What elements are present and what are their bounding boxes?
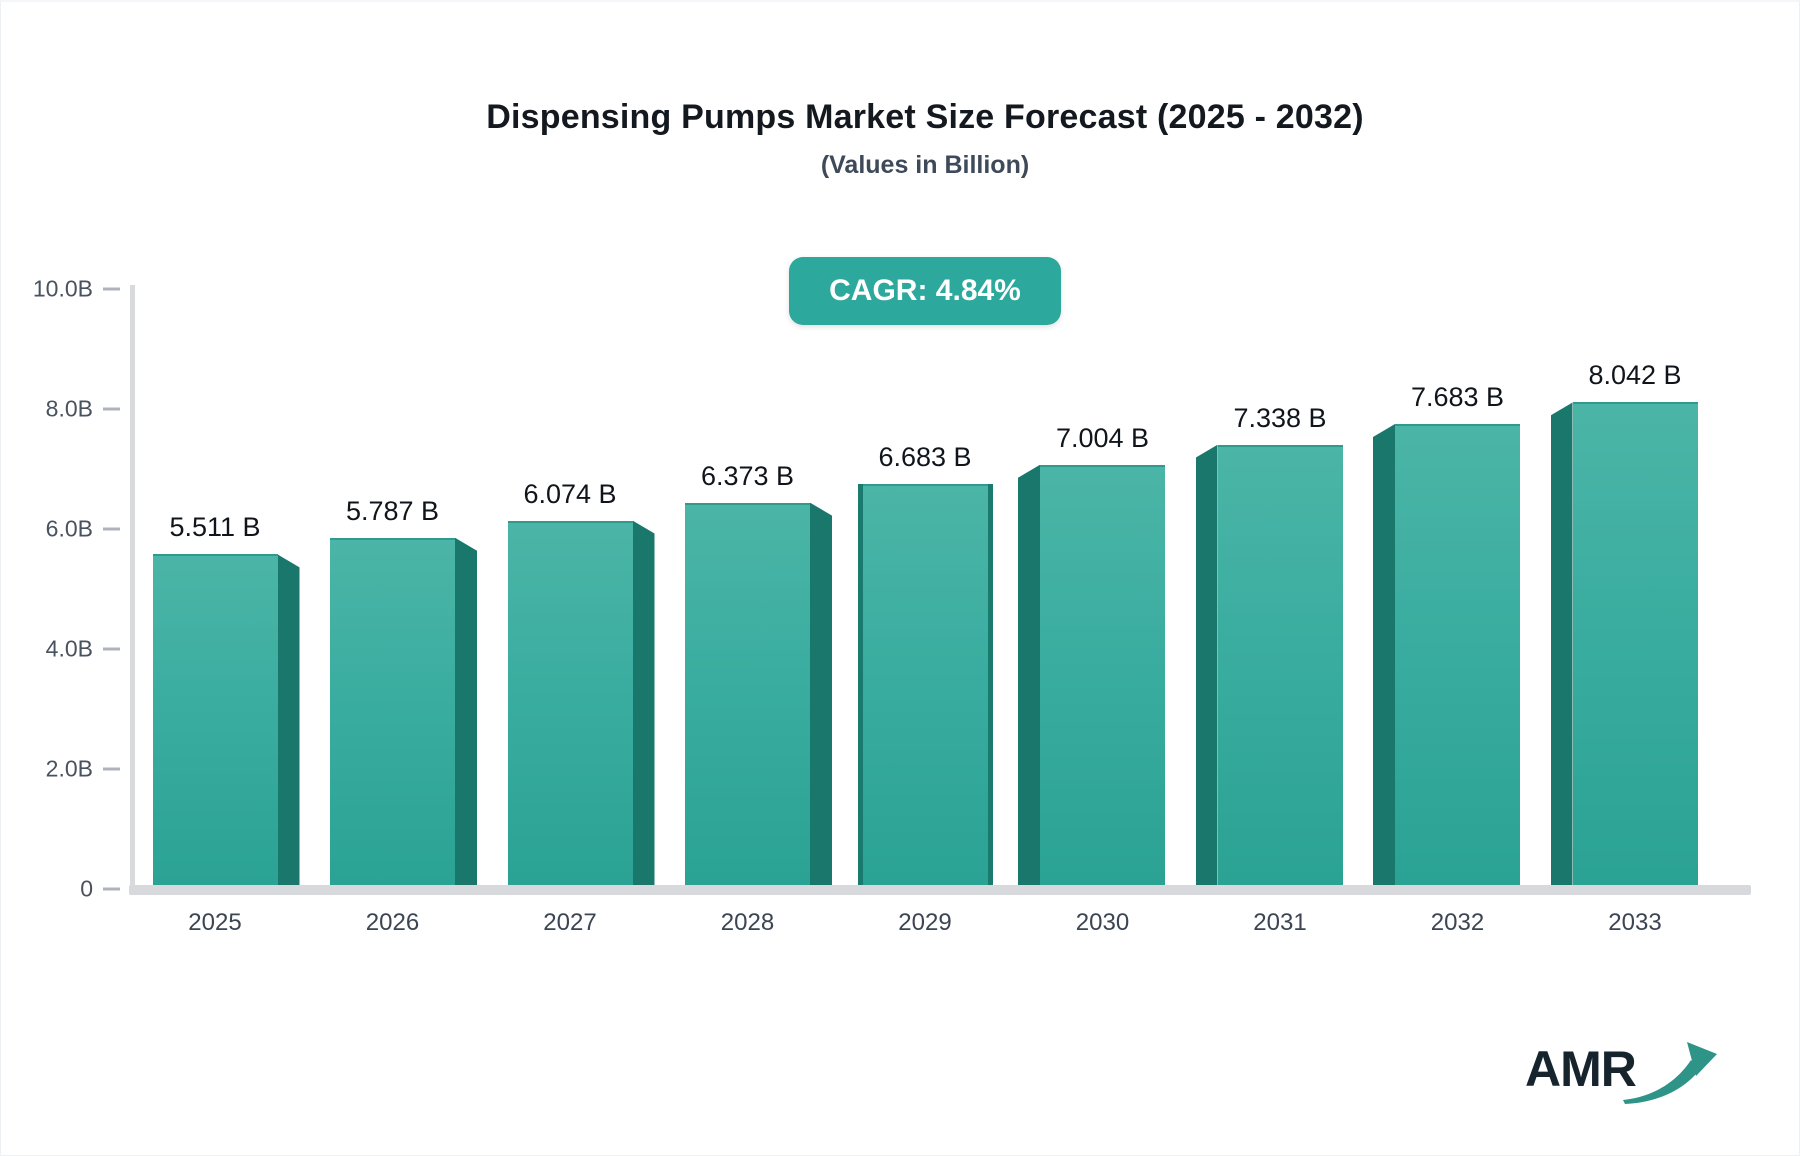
y-axis-tick-dash <box>103 647 120 651</box>
cagr-badge: CAGR: 4.84% <box>789 257 1061 325</box>
x-axis-baseline <box>129 885 1751 895</box>
bar-front-face <box>685 502 810 885</box>
y-axis-tick-label: 10.0B <box>32 275 93 302</box>
x-axis-label: 2029 <box>898 909 952 936</box>
bar-side-face <box>1195 444 1218 885</box>
bar-side-face <box>1373 424 1395 885</box>
bar-front-face <box>152 554 278 885</box>
y-axis-tick-dash <box>103 887 120 891</box>
x-axis-label: 2025 <box>188 909 242 936</box>
y-axis-tick-label: 4.0B <box>45 635 93 662</box>
bar-front-face <box>507 520 633 885</box>
y-axis-tick-dash <box>103 527 120 531</box>
bar-value-label: 6.373 B <box>700 460 795 491</box>
bar-value-label: 7.338 B <box>1233 402 1327 433</box>
y-axis-tick-dash <box>103 407 120 411</box>
y-axis-tick-label: 0 <box>80 875 93 902</box>
bar-side-face <box>455 537 477 885</box>
bar-value-label: 5.787 B <box>345 495 440 526</box>
bar-value-label: 7.683 B <box>1410 382 1505 413</box>
x-axis-label: 2028 <box>720 909 775 936</box>
bar-side-face <box>632 520 655 885</box>
y-axis-line <box>130 285 135 895</box>
amr-logo-text: AMR <box>1525 1041 1637 1097</box>
bar-value-label: 6.683 B <box>878 442 972 473</box>
y-axis-tick-dash <box>103 287 120 291</box>
bar-side-face <box>810 502 832 885</box>
amr-logo: AMR <box>1525 1034 1717 1114</box>
bar-front-face <box>1217 444 1343 885</box>
bar-value-label: 7.004 B <box>1055 422 1150 453</box>
bar-side-face <box>1550 402 1573 885</box>
bar-side-face <box>277 554 300 885</box>
chart-subtitle: (Values in Billion) <box>820 151 1030 179</box>
bar-edge-face <box>857 484 863 885</box>
chart-title: Dispensing Pumps Market Size Forecast (2… <box>486 98 1364 136</box>
x-axis-label: 2032 <box>1430 909 1485 936</box>
bar-front-face <box>330 537 455 885</box>
bar-front-face <box>862 484 988 885</box>
bar-value-label: 6.074 B <box>523 478 617 509</box>
y-axis-tick-label: 2.0B <box>45 755 93 782</box>
bar-edge-face <box>987 484 993 885</box>
x-axis-label: 2030 <box>1075 909 1130 936</box>
bar-value-label: 8.042 B <box>1588 360 1682 391</box>
x-axis-label: 2033 <box>1608 909 1662 936</box>
bar-front-face <box>1572 402 1698 885</box>
x-axis-label: 2026 <box>365 909 420 936</box>
bar-side-face <box>1018 464 1040 885</box>
y-axis-tick-label: 6.0B <box>45 515 93 542</box>
bar-front-face <box>1040 464 1165 885</box>
bar-value-label: 5.511 B <box>169 512 261 543</box>
growth-arrow-icon <box>1623 1042 1717 1104</box>
y-axis-tick-dash <box>103 767 120 771</box>
y-axis-tick-label: 8.0B <box>45 395 93 422</box>
bar-front-face <box>1395 424 1520 885</box>
x-axis-label: 2027 <box>543 909 597 936</box>
x-axis-label: 2031 <box>1253 909 1307 936</box>
